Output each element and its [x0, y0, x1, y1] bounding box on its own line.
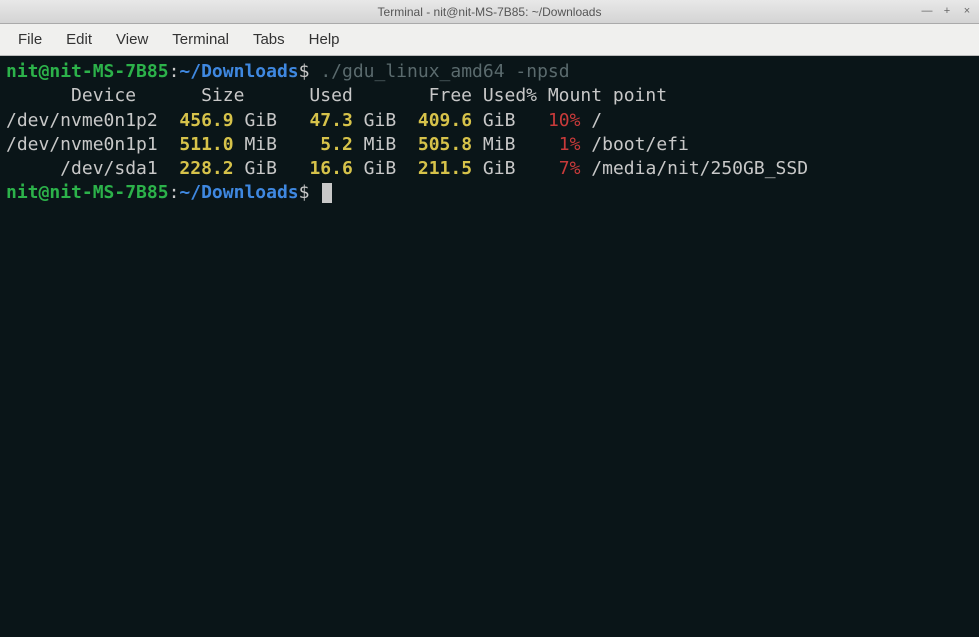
prompt-host: nit-MS-7B85 [49, 61, 168, 82]
prompt-user: nit [6, 61, 39, 82]
table-header: Device Size Used Free Used% Mount point [6, 84, 973, 108]
window-title: Terminal - nit@nit-MS-7B85: ~/Downloads [378, 5, 602, 19]
size-unit-cell: GiB [244, 110, 277, 131]
minimize-button[interactable]: — [921, 6, 933, 18]
free-cell: 505.8 [407, 134, 472, 155]
prompt-path: ~/Downloads [179, 61, 298, 82]
device-cell: /dev/sda1 [6, 158, 158, 179]
free-unit-cell: GiB [483, 110, 516, 131]
free-unit-cell: MiB [483, 134, 516, 155]
free-cell: 409.6 [407, 110, 472, 131]
mount-cell: /media/nit/250GB_SSD [591, 158, 808, 179]
output-line: nit@nit-MS-7B85:~/Downloads$ [6, 181, 973, 205]
titlebar: Terminal - nit@nit-MS-7B85: ~/Downloads … [0, 0, 979, 24]
prompt-colon: : [169, 182, 180, 203]
size-cell: 456.9 [169, 110, 234, 131]
menu-tabs[interactable]: Tabs [243, 27, 295, 52]
prompt-colon: : [169, 61, 180, 82]
pct-cell: 7% [526, 158, 580, 179]
used-unit-cell: GiB [364, 158, 397, 179]
prompt-at: @ [39, 182, 50, 203]
menu-file[interactable]: File [8, 27, 52, 52]
used-unit-cell: GiB [364, 110, 397, 131]
used-cell: 5.2 [288, 134, 353, 155]
prompt-at: @ [39, 61, 50, 82]
table-row: /dev/sda1 228.2 GiB 16.6 GiB 211.5 GiB 7… [6, 157, 973, 181]
table-row: /dev/nvme0n1p2 456.9 GiB 47.3 GiB 409.6 … [6, 109, 973, 133]
maximize-button[interactable]: + [941, 6, 953, 18]
menubar: File Edit View Terminal Tabs Help [0, 24, 979, 56]
window-controls: — + × [921, 6, 973, 18]
table-row: /dev/nvme0n1p1 511.0 MiB 5.2 MiB 505.8 M… [6, 133, 973, 157]
cursor [322, 183, 332, 203]
pct-cell: 1% [526, 134, 580, 155]
command-text: ./gdu_linux_amd64 -npsd [320, 61, 569, 82]
prompt-symbol: $ [299, 61, 310, 82]
menu-terminal[interactable]: Terminal [162, 27, 239, 52]
menu-help[interactable]: Help [299, 27, 350, 52]
mount-cell: / [591, 110, 602, 131]
size-unit-cell: GiB [244, 158, 277, 179]
prompt-user: nit [6, 182, 39, 203]
used-unit-cell: MiB [364, 134, 397, 155]
prompt-path: ~/Downloads [179, 182, 298, 203]
size-unit-cell: MiB [244, 134, 277, 155]
device-cell: /dev/nvme0n1p1 [6, 134, 158, 155]
close-button[interactable]: × [961, 6, 973, 18]
menu-view[interactable]: View [106, 27, 158, 52]
device-cell: /dev/nvme0n1p2 [6, 110, 158, 131]
pct-cell: 10% [526, 110, 580, 131]
menu-edit[interactable]: Edit [56, 27, 102, 52]
size-cell: 228.2 [169, 158, 234, 179]
used-cell: 16.6 [288, 158, 353, 179]
mount-cell: /boot/efi [591, 134, 689, 155]
free-unit-cell: GiB [483, 158, 516, 179]
used-cell: 47.3 [288, 110, 353, 131]
terminal-area[interactable]: nit@nit-MS-7B85:~/Downloads$ ./gdu_linux… [0, 56, 979, 637]
free-cell: 211.5 [407, 158, 472, 179]
prompt-host: nit-MS-7B85 [49, 182, 168, 203]
output-line: nit@nit-MS-7B85:~/Downloads$ ./gdu_linux… [6, 60, 973, 84]
prompt-symbol: $ [299, 182, 310, 203]
size-cell: 511.0 [169, 134, 234, 155]
